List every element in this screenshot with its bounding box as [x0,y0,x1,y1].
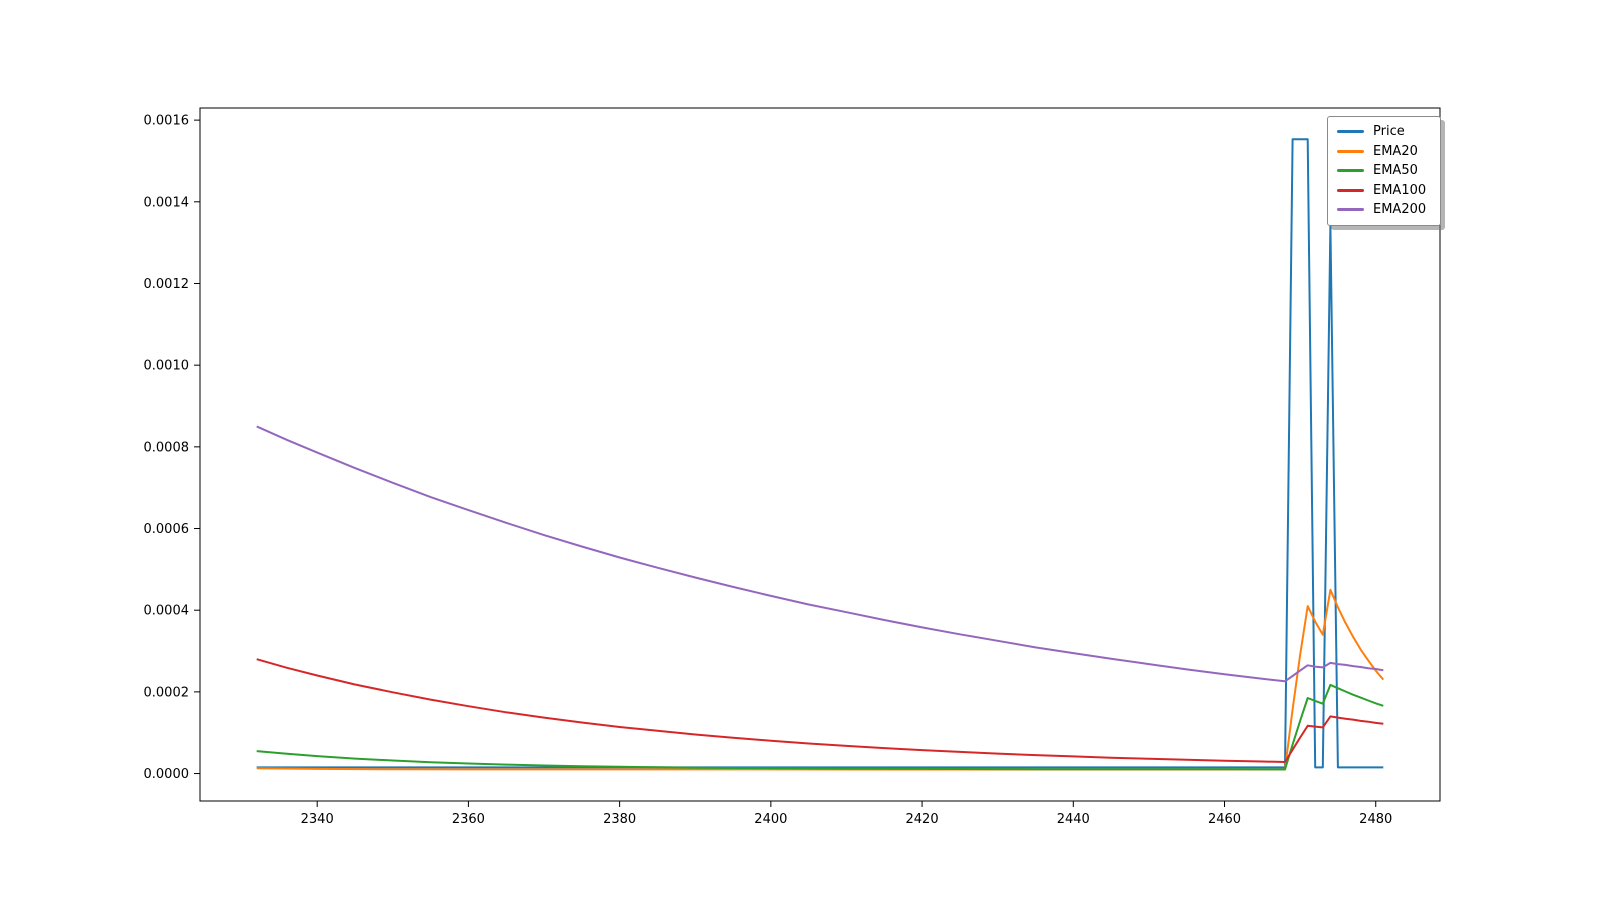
legend-item-ema50: EMA50 [1337,161,1432,181]
legend-label-ema100: EMA100 [1373,182,1427,198]
y-tick-label: 0.0008 [144,440,190,455]
y-tick-label: 0.0002 [144,685,190,700]
legend-item-ema20: EMA20 [1337,142,1432,162]
legend-label-ema20: EMA20 [1373,143,1418,159]
y-tick-label: 0.0016 [144,114,190,129]
x-tick-label: 2380 [603,812,636,827]
series-line-ema100 [256,658,1384,763]
y-tick-label: 0.0000 [144,767,190,782]
legend-item-ema100: EMA100 [1337,181,1432,201]
series-line-ema200 [256,425,1384,683]
x-tick-label: 2440 [1057,812,1090,827]
series-line-ema20 [256,588,1385,771]
x-tick-label: 2340 [301,812,334,827]
legend-item-ema200: EMA200 [1337,200,1432,220]
legend-line-sample-price [1337,130,1364,134]
x-tick-label: 2460 [1208,812,1241,827]
x-tick-label: 2360 [452,812,485,827]
legend-line-sample-ema20 [1337,149,1364,153]
legend-label-price: Price [1373,124,1405,140]
y-tick-label: 0.0014 [144,195,190,210]
legend-line-sample-ema50 [1337,169,1364,173]
x-tick-label: 2480 [1359,812,1392,827]
axes-spines [199,107,1441,802]
y-tick-label: 0.0012 [144,277,190,292]
series-line-price [256,138,1384,769]
legend: Price EMA20 EMA50 EMA100 EMA200 [1327,116,1441,226]
legend-line-sample-ema200 [1337,208,1364,212]
y-tick-label: 0.0010 [144,359,190,374]
y-tick-label: 0.0004 [144,604,190,619]
x-tick-label: 2400 [754,812,787,827]
y-tick-label: 0.0006 [144,522,190,537]
legend-label-ema50: EMA50 [1373,163,1418,179]
legend-line-sample-ema100 [1337,188,1364,192]
legend-item-price: Price [1337,122,1432,142]
legend-label-ema200: EMA200 [1373,202,1427,218]
plot-area [200,108,1440,801]
x-tick-label: 2420 [906,812,939,827]
series-line-ema50 [256,683,1384,771]
